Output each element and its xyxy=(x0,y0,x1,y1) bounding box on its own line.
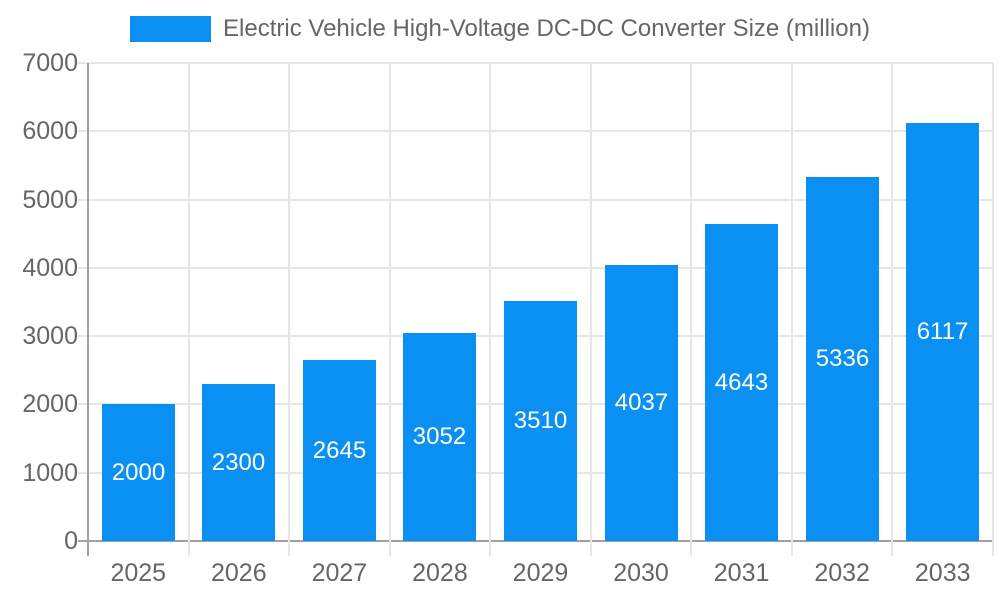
x-tick-label: 2033 xyxy=(914,559,971,587)
legend-label: Electric Vehicle High-Voltage DC-DC Conv… xyxy=(223,15,870,42)
bar-2026[interactable]: 2300 xyxy=(202,384,275,541)
gridline-vertical xyxy=(791,63,793,556)
x-tick-label: 2032 xyxy=(814,559,870,587)
bar-2031[interactable]: 4643 xyxy=(705,224,778,541)
bar-value-label: 4037 xyxy=(614,389,669,416)
gridline-horizontal xyxy=(78,62,993,64)
bar-2033[interactable]: 6117 xyxy=(906,123,979,541)
bar-value-label: 6117 xyxy=(916,318,969,345)
y-axis-line xyxy=(87,63,89,556)
y-tick-label: 7000 xyxy=(22,49,78,77)
y-tick-label: 3000 xyxy=(22,322,78,351)
gridline-vertical xyxy=(389,63,391,556)
gridline-vertical xyxy=(992,63,994,556)
bar-value-label: 3052 xyxy=(412,423,467,450)
gridline-vertical xyxy=(489,63,491,556)
y-tick-label: 2000 xyxy=(22,390,78,419)
x-tick-label: 2029 xyxy=(512,559,569,587)
bar-2025[interactable]: 2000 xyxy=(102,404,175,541)
legend-swatch xyxy=(130,16,212,42)
bar-value-label: 2645 xyxy=(312,436,367,464)
bar-2030[interactable]: 4037 xyxy=(605,265,678,541)
bar-value-label: 3510 xyxy=(513,407,568,434)
legend[interactable]: Electric Vehicle High-Voltage DC-DC Conv… xyxy=(0,15,1000,43)
bar-value-label: 2000 xyxy=(111,458,166,486)
y-tick-label: 0 xyxy=(64,527,78,555)
bar-value-label: 4643 xyxy=(714,368,769,396)
gridline-vertical xyxy=(288,63,290,556)
y-tick-label: 1000 xyxy=(22,458,78,487)
bar-2032[interactable]: 5336 xyxy=(806,177,879,541)
bar-value-label: 5336 xyxy=(815,345,870,372)
x-tick-label: 2028 xyxy=(412,559,468,587)
bar-2027[interactable]: 2645 xyxy=(303,360,376,541)
x-tick-label: 2027 xyxy=(311,559,368,587)
x-tick-label: 2030 xyxy=(613,559,669,587)
x-tick-label: 2025 xyxy=(110,559,167,587)
gridline-horizontal xyxy=(78,130,993,133)
gridline-vertical xyxy=(891,63,893,556)
plot-area: 2000 2300 2645 3052 3510 4037 4643 5336 6117 xyxy=(78,62,994,556)
y-tick-label: 5000 xyxy=(22,185,78,214)
y-tick-label: 6000 xyxy=(22,117,78,146)
bar-2029[interactable]: 3510 xyxy=(504,301,577,541)
x-tick-label: 2026 xyxy=(211,559,267,587)
bar-value-label: 2300 xyxy=(211,448,266,476)
x-tick-label: 2031 xyxy=(713,559,770,587)
gridline-vertical xyxy=(690,63,692,556)
bar-2028[interactable]: 3052 xyxy=(403,333,476,541)
y-tick-label: 4000 xyxy=(22,253,78,282)
gridline-vertical xyxy=(590,63,592,556)
gridline-vertical xyxy=(188,63,190,556)
